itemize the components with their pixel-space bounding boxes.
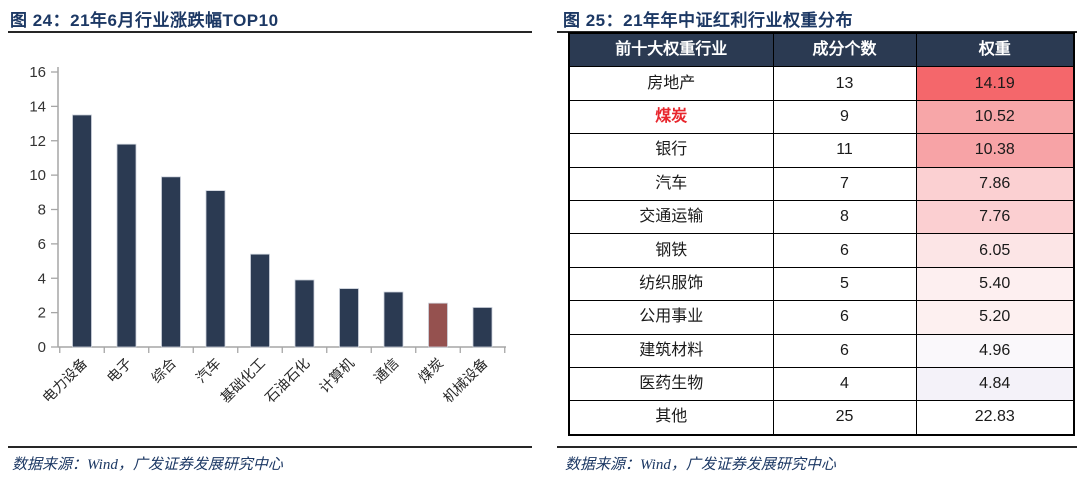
- component-count-cell: 11: [772, 133, 917, 168]
- bar-通信: [383, 291, 404, 348]
- y-tick-label: 16: [29, 64, 46, 81]
- weight-cell: 10.38: [915, 133, 1075, 168]
- component-count-cell: 6: [772, 233, 917, 268]
- component-count-cell: 6: [772, 333, 917, 368]
- industry-cell: 纺织服饰: [568, 266, 774, 302]
- industry-cell: 交通运输: [568, 199, 774, 235]
- table-header-row: 前十大权重行业 成分个数 权重: [568, 32, 1075, 68]
- weight-cell: 5.40: [915, 266, 1075, 302]
- weight-cell: 7.76: [915, 199, 1075, 235]
- weight-table-header: 前十大权重行业 成分个数 权重: [568, 32, 1075, 68]
- figure-24-title-divider: [8, 31, 532, 33]
- column-header: 前十大权重行业: [568, 32, 774, 68]
- figure-24-panel: 图 24：21年6月行业涨跌幅TOP10 0 2 4 6 8 10 12 14 16 电力设备 电子…: [8, 11, 532, 473]
- weight-cell: 22.83: [915, 400, 1075, 436]
- industry-cell: 银行: [568, 133, 774, 168]
- y-tick-label: 6: [38, 236, 46, 253]
- industry-cell: 煤炭: [568, 99, 774, 135]
- bar-综合: [161, 176, 181, 348]
- weight-cell: 4.96: [915, 333, 1075, 368]
- industry-cell: 钢铁: [568, 233, 774, 268]
- industry-cell: 医药生物: [568, 366, 774, 402]
- y-tick-label: 0: [38, 339, 46, 356]
- table-row: 煤炭 9 10.52: [568, 99, 1075, 135]
- bar-基础化工: [250, 253, 270, 348]
- figure-24-title: 图 24：21年6月行业涨跌幅TOP10: [10, 11, 279, 30]
- y-tick-label: 8: [38, 202, 46, 219]
- x-category-label: 计算机: [316, 355, 357, 396]
- bar-汽车: [205, 190, 226, 348]
- table-row: 纺织服饰 5 5.40: [568, 266, 1075, 302]
- bar-煤炭: [428, 302, 448, 348]
- industry-cell: 汽车: [568, 166, 774, 201]
- table-row: 其他 25 22.83: [568, 400, 1075, 436]
- component-count-cell: 9: [772, 99, 917, 135]
- figure-25-panel: 图 25：21年年中证红利行业权重分布 前十大权重行业 成分个数 权重 房地产 13 1…: [540, 0, 1080, 481]
- dividend-weight-table: 前十大权重行业 成分个数 权重 房地产 13 14.19 煤炭 9 10.52 银行 11 10.3…: [568, 32, 1075, 436]
- industry-cell: 公用事业: [568, 300, 774, 335]
- x-category-label: 通信: [371, 355, 402, 386]
- component-count-cell: 6: [772, 300, 917, 335]
- x-category-label: 综合: [148, 355, 179, 386]
- x-category-label: 电子: [104, 355, 135, 386]
- figure-25-source-note: 数据来源：Wind，广发证券发展研究中心: [565, 457, 836, 473]
- bar-计算机: [339, 288, 359, 348]
- x-category-label: 电力设备: [39, 355, 90, 406]
- table-row: 医药生物 4 4.84: [568, 366, 1075, 402]
- component-count-cell: 5: [772, 266, 917, 302]
- weight-cell: 14.19: [915, 66, 1075, 101]
- x-category-label: 煤炭: [415, 355, 446, 386]
- component-count-cell: 7: [772, 166, 917, 201]
- table-row: 银行 11 10.38: [568, 133, 1075, 168]
- y-tick-label: 10: [29, 167, 46, 184]
- x-category-label: 基础化工: [217, 355, 268, 406]
- x-category-label: 石油石化: [262, 355, 313, 406]
- figure-24-source-divider: [8, 446, 532, 448]
- column-header: 权重: [915, 32, 1075, 68]
- weight-cell: 7.86: [915, 166, 1075, 201]
- bar-电力设备: [72, 114, 92, 348]
- table-row: 房地产 13 14.19: [568, 66, 1075, 101]
- table-row: 建筑材料 6 4.96: [568, 333, 1075, 368]
- industry-cell: 其他: [568, 400, 774, 436]
- component-count-cell: 13: [772, 66, 917, 101]
- column-header: 成分个数: [772, 32, 917, 68]
- x-category-label: 汽车: [193, 355, 224, 386]
- table-row: 公用事业 6 5.20: [568, 300, 1075, 335]
- component-count-cell: 4: [772, 366, 917, 402]
- weight-cell: 5.20: [915, 300, 1075, 335]
- table-row: 交通运输 8 7.76: [568, 199, 1075, 235]
- weight-table-body: 房地产 13 14.19 煤炭 9 10.52 银行 11 10.38 汽车 7 7.86 交通运输 8 7…: [568, 66, 1075, 436]
- weight-cell: 10.52: [915, 99, 1075, 135]
- y-tick-label: 12: [29, 133, 46, 150]
- bar-电子: [116, 143, 137, 348]
- figure-25-title: 图 25：21年年中证红利行业权重分布: [563, 11, 854, 30]
- figure-24-source-note: 数据来源：Wind，广发证券发展研究中心: [12, 457, 283, 473]
- y-tick-label: 2: [38, 305, 46, 322]
- y-tick-label: 4: [38, 270, 46, 287]
- component-count-cell: 25: [772, 400, 917, 436]
- x-category-label: 机械设备: [440, 355, 491, 406]
- table-row: 钢铁 6 6.05: [568, 233, 1075, 268]
- industry-cell: 建筑材料: [568, 333, 774, 368]
- bar-机械设备: [472, 307, 493, 348]
- weight-cell: 4.84: [915, 366, 1075, 402]
- weight-cell: 6.05: [915, 233, 1075, 268]
- industry-cell: 房地产: [568, 66, 774, 101]
- bar-石油石化: [294, 279, 315, 348]
- y-tick-label: 14: [29, 98, 46, 115]
- table-row: 汽车 7 7.86: [568, 166, 1075, 201]
- figure-25-source-divider: [557, 446, 1077, 448]
- component-count-cell: 8: [772, 199, 917, 235]
